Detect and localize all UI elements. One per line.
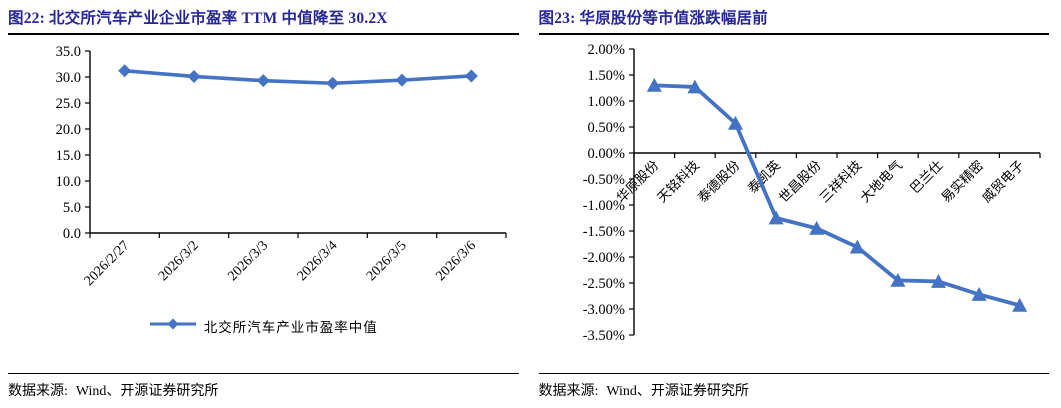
y-axis-tick-label: 1.00% <box>587 94 624 110</box>
data-point-marker <box>808 220 824 235</box>
figure-22-legend: 北交所汽车产业市盈率中值 <box>8 311 519 341</box>
x-category-label: 威贸电子 <box>978 158 1026 206</box>
figure-22: 图22: 北交所汽车产业企业市盈率 TTM 中值降至 30.2X 35.0 30.… <box>8 5 519 400</box>
spacer <box>8 341 519 373</box>
x-category-label: 泰德股份 <box>694 158 742 206</box>
x-category-label: 2026/3/3 <box>225 238 271 284</box>
y-axis-tick-label: -3.50% <box>582 328 624 344</box>
spacer <box>539 351 1050 373</box>
y-axis-tick-label: -2.00% <box>582 250 624 266</box>
y-axis-tick-label: 20.0 <box>56 122 81 138</box>
figure-23: 图23: 华原股份等市值涨跌幅居前 2.00% 1.50% 1.00% 0.50% 0.… <box>531 0 1061 408</box>
data-point-marker <box>464 69 478 83</box>
data-point-marker <box>971 286 987 301</box>
figure-23-header: 图23: 华原股份等市值涨跌幅居前 <box>538 5 1049 35</box>
data-point-marker <box>646 77 662 92</box>
data-point-marker <box>768 210 784 225</box>
x-category-label: 2026/2/27 <box>82 238 133 289</box>
data-point-marker <box>849 239 865 254</box>
y-axis-tick-label: 30.0 <box>56 70 81 86</box>
y-axis-tick-label: 0.50% <box>587 120 624 136</box>
y-axis-tick-label: 25.0 <box>56 96 81 112</box>
data-point-marker <box>727 115 743 130</box>
y-axis-tick-label: -1.50% <box>582 224 624 240</box>
x-category-label: 大地电气 <box>857 158 905 206</box>
series-line <box>651 83 1022 308</box>
source-label: 数据来源: <box>8 384 68 399</box>
figure-22-title: 图22: 北交所汽车产业企业市盈率 TTM 中值降至 30.2X <box>8 10 388 27</box>
figure-22-header: 图22: 北交所汽车产业企业市盈率 TTM 中值降至 30.2X <box>8 5 519 35</box>
figure-23-title: 图23: 华原股份等市值涨跌幅居前 <box>538 10 768 27</box>
x-category-label: 2026/3/2 <box>156 238 202 284</box>
data-point-marker <box>187 69 201 83</box>
series-line <box>122 68 474 86</box>
y-axis-tick-label: -2.50% <box>582 276 624 292</box>
data-point-marker <box>930 273 946 288</box>
market-cap-change-line-chart: 2.00% 1.50% 1.00% 0.50% 0.00% -0.50% -1.00% -1.… <box>582 42 1041 344</box>
y-axis-tick-label: 0.00% <box>587 146 624 162</box>
figure-22-source: 数据来源: Wind、开源证券研究所 <box>8 373 519 400</box>
figure-23-source: 数据来源: Wind、开源证券研究所 <box>538 373 1049 400</box>
y-axis-tick-label: 15.0 <box>56 148 81 164</box>
x-category-label: 天铭科技 <box>654 158 702 206</box>
x-category-label: 2026/3/5 <box>364 238 410 284</box>
figure-23-chart-area: 2.00% 1.50% 1.00% 0.50% 0.00% -0.50% -1.00% -1.… <box>539 39 1050 351</box>
data-point-marker <box>256 74 270 88</box>
data-point-marker <box>395 73 409 87</box>
y-axis-tick-label: -1.00% <box>582 198 624 214</box>
y-axis-tick-label: 10.0 <box>56 174 81 190</box>
x-category-label: 易实精密 <box>937 157 986 206</box>
data-point-marker <box>686 79 702 94</box>
figure-22-chart-area: 35.0 30.0 25.0 20.0 15.0 10.0 5.0 0.0 2026/2/27 2… <box>8 39 519 311</box>
data-point-marker <box>1011 297 1027 312</box>
source-text: Wind、开源证券研究所 <box>75 384 219 399</box>
data-point-marker <box>118 64 132 78</box>
y-axis-tick-label: 1.50% <box>587 68 624 84</box>
source-label: 数据来源: <box>538 384 599 399</box>
y-axis-tick-label: -0.50% <box>582 172 624 188</box>
data-point-marker <box>326 76 340 90</box>
y-axis-tick-label: -3.00% <box>582 302 624 318</box>
x-category-label: 世昌股份 <box>775 158 823 206</box>
legend-line-diamond-icon <box>149 317 197 336</box>
y-axis-tick-label: 35.0 <box>56 44 81 60</box>
legend-series-label: 北交所汽车产业市盈率中值 <box>203 320 378 335</box>
y-axis-tick-label: 5.0 <box>63 200 81 216</box>
y-axis-tick-label: 2.00% <box>587 42 624 58</box>
x-category-label: 巴兰仕 <box>907 158 946 197</box>
y-axis-tick-label: 0.0 <box>63 226 81 242</box>
x-category-label: 2026/3/4 <box>295 238 341 284</box>
data-point-marker <box>889 272 905 287</box>
source-text: Wind、开源证券研究所 <box>606 384 749 399</box>
x-category-label: 2026/3/6 <box>433 238 479 284</box>
x-category-label: 三祥科技 <box>816 158 864 206</box>
